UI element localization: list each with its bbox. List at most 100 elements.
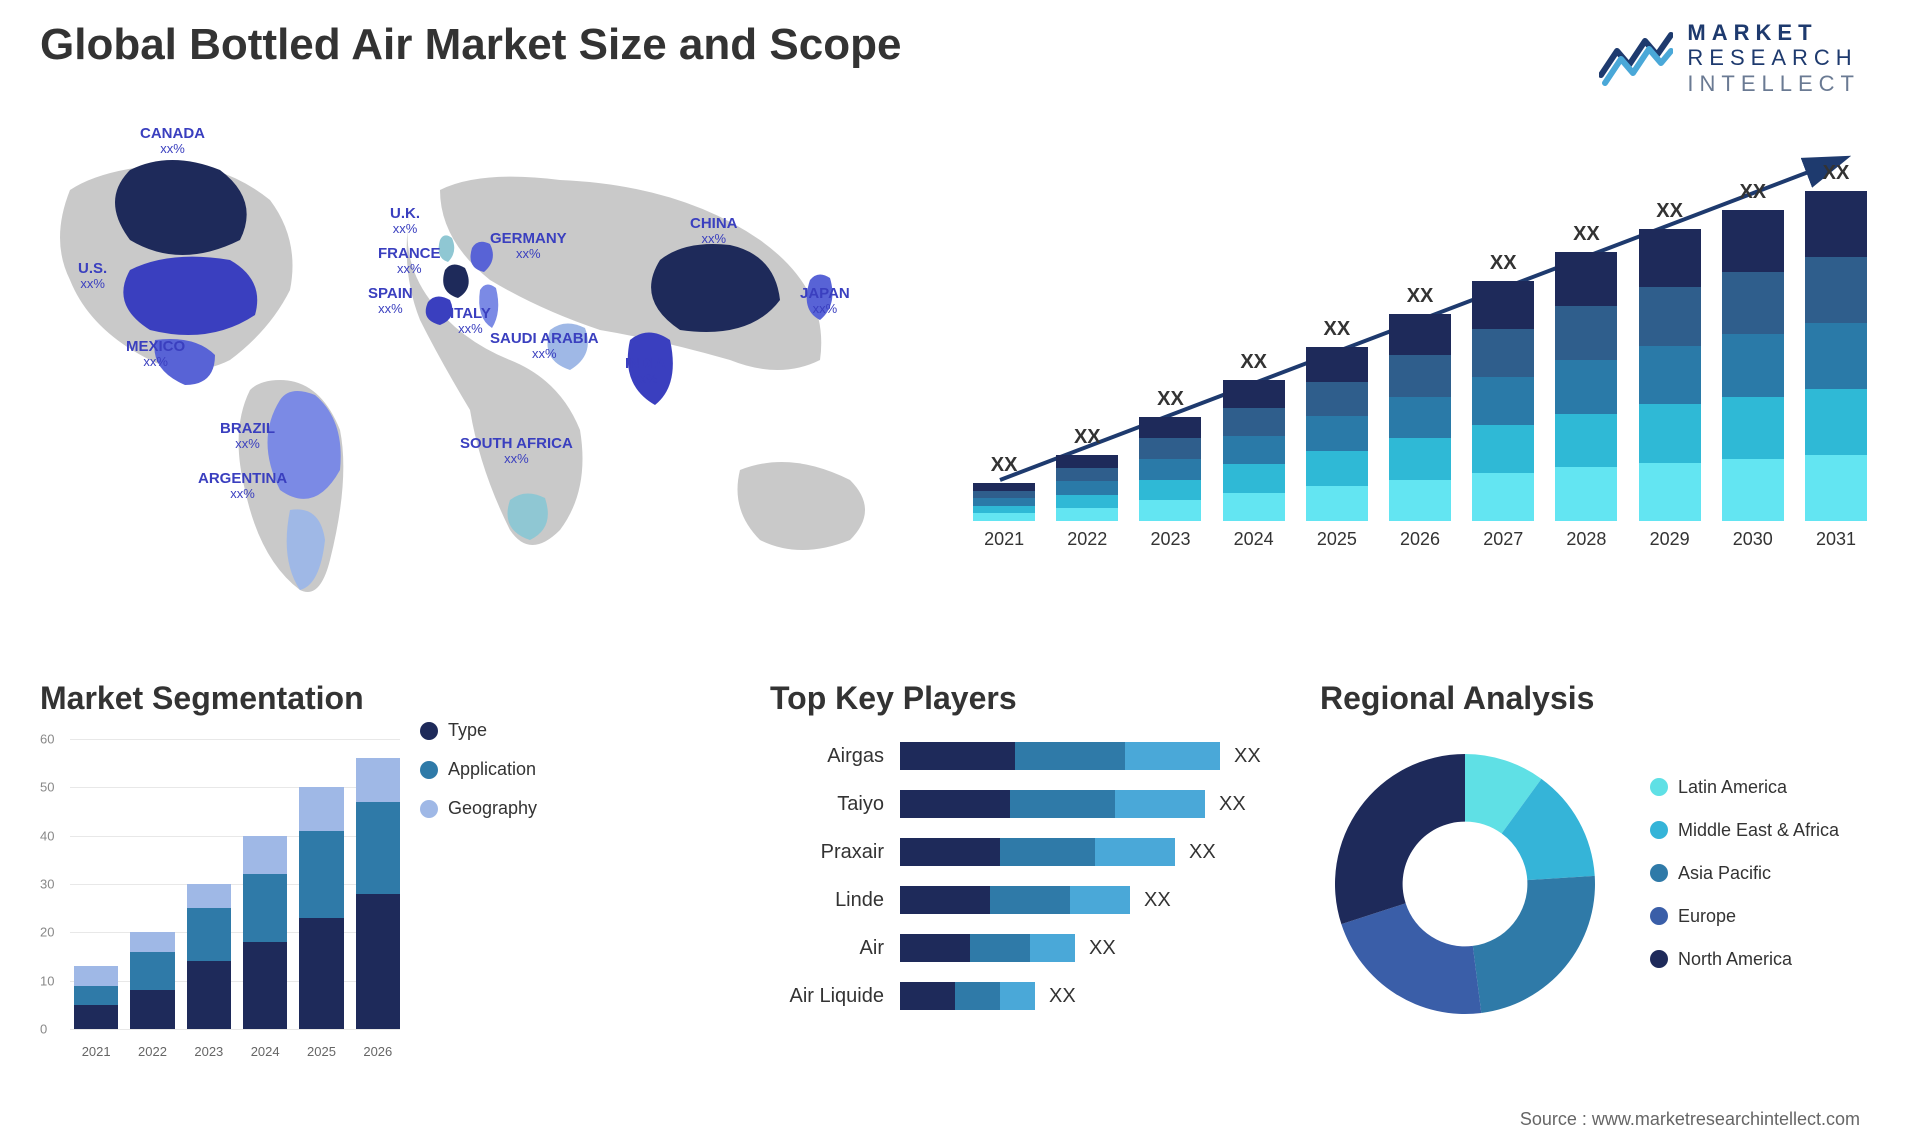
growth-segment xyxy=(1223,493,1285,521)
seg-segment xyxy=(74,966,118,985)
growth-value-label: XX xyxy=(1823,162,1850,185)
growth-segment xyxy=(1056,481,1118,494)
player-segment xyxy=(1000,838,1095,866)
seg-ytick: 50 xyxy=(40,780,54,795)
growth-segment xyxy=(1389,438,1451,479)
growth-bar-2028: XX2028 xyxy=(1552,223,1620,550)
growth-value-label: XX xyxy=(1656,200,1683,223)
growth-segment xyxy=(1139,480,1201,501)
growth-value-label: XX xyxy=(1573,223,1600,246)
player-bar xyxy=(900,838,1175,866)
map-country-canada xyxy=(115,160,247,255)
region-legend-asia-pacific: Asia Pacific xyxy=(1650,863,1839,884)
growth-segment xyxy=(1223,464,1285,492)
growth-segment xyxy=(1056,495,1118,508)
growth-segment xyxy=(1223,408,1285,436)
legend-label: Geography xyxy=(448,798,537,819)
growth-segment xyxy=(1639,404,1701,462)
growth-segment xyxy=(973,498,1035,506)
growth-value-label: XX xyxy=(1240,351,1267,374)
player-name: Air xyxy=(770,937,900,960)
map-label-india: INDIAxx% xyxy=(625,355,666,387)
seg-ytick: 10 xyxy=(40,973,54,988)
seg-xlabel: 2023 xyxy=(187,1044,231,1059)
segmentation-section: Market Segmentation 0102030405060 202120… xyxy=(40,680,560,1059)
growth-segment xyxy=(973,513,1035,521)
map-label-canada: CANADAxx% xyxy=(140,125,205,157)
player-bar xyxy=(900,886,1130,914)
player-bar xyxy=(900,934,1075,962)
map-label-germany: GERMANYxx% xyxy=(490,230,567,262)
growth-segment xyxy=(1472,473,1534,521)
map-label-japan: JAPANxx% xyxy=(800,285,850,317)
player-name: Airgas xyxy=(770,745,900,768)
growth-segment xyxy=(1805,389,1867,455)
region-legend-middle-east-africa: Middle East & Africa xyxy=(1650,820,1839,841)
player-row-taiyo: TaiyoXX xyxy=(770,787,1290,821)
growth-segment xyxy=(1639,346,1701,404)
growth-bar-2031: XX2031 xyxy=(1802,162,1870,550)
growth-segment xyxy=(973,483,1035,491)
player-segment xyxy=(900,742,1015,770)
growth-segment xyxy=(1722,272,1784,334)
growth-segment xyxy=(973,506,1035,514)
growth-segment xyxy=(1555,252,1617,306)
growth-segment xyxy=(1722,459,1784,521)
growth-value-label: XX xyxy=(991,454,1018,477)
region-legend-latin-america: Latin America xyxy=(1650,777,1839,798)
map-label-u-s-: U.S.xx% xyxy=(78,260,107,292)
player-name: Linde xyxy=(770,889,900,912)
seg-segment xyxy=(356,802,400,894)
growth-segment xyxy=(1389,397,1451,438)
growth-segment xyxy=(1056,468,1118,481)
legend-label: Application xyxy=(448,759,536,780)
map-label-mexico: MEXICOxx% xyxy=(126,338,185,370)
growth-segment xyxy=(1306,486,1368,521)
map-label-france: FRANCExx% xyxy=(378,245,441,277)
player-value: XX xyxy=(1089,937,1116,960)
source-attribution: Source : www.marketresearchintellect.com xyxy=(1520,1109,1860,1130)
player-value: XX xyxy=(1219,793,1246,816)
player-segment xyxy=(1095,838,1175,866)
player-row-praxair: PraxairXX xyxy=(770,835,1290,869)
player-row-linde: LindeXX xyxy=(770,883,1290,917)
growth-segment xyxy=(1139,438,1201,459)
growth-bar-2027: XX2027 xyxy=(1469,252,1537,550)
growth-segment xyxy=(1306,451,1368,486)
seg-segment xyxy=(130,990,174,1029)
growth-segment xyxy=(1555,414,1617,468)
growth-bar-2030: XX2030 xyxy=(1719,181,1787,550)
map-label-china: CHINAxx% xyxy=(690,215,738,247)
key-players-title: Top Key Players xyxy=(770,680,1290,717)
growth-segment xyxy=(1306,382,1368,417)
growth-segment xyxy=(1472,281,1534,329)
player-segment xyxy=(970,934,1030,962)
seg-ytick: 0 xyxy=(40,1022,47,1037)
seg-bar-2023 xyxy=(187,884,231,1029)
legend-label: Middle East & Africa xyxy=(1678,820,1839,841)
seg-bar-2022 xyxy=(130,932,174,1029)
logo-line2: RESEARCH xyxy=(1687,45,1860,70)
growth-segment xyxy=(1722,334,1784,396)
growth-segment xyxy=(1555,306,1617,360)
legend-dot-icon xyxy=(1650,778,1668,796)
growth-year-label: 2029 xyxy=(1650,529,1690,550)
growth-year-label: 2024 xyxy=(1234,529,1274,550)
growth-segment xyxy=(1639,229,1701,287)
legend-dot-icon xyxy=(1650,950,1668,968)
donut-slice-asia-pacific xyxy=(1473,876,1595,1013)
growth-segment xyxy=(1139,417,1201,438)
seg-segment xyxy=(299,787,343,831)
legend-dot-icon xyxy=(1650,821,1668,839)
seg-segment xyxy=(74,1005,118,1029)
player-segment xyxy=(955,982,1000,1010)
map-label-u-k-: U.K.xx% xyxy=(390,205,420,237)
growth-bar-2021: XX2021 xyxy=(970,454,1038,550)
seg-bar-2024 xyxy=(243,836,287,1029)
region-legend-north-america: North America xyxy=(1650,949,1839,970)
growth-segment xyxy=(1472,329,1534,377)
logo-line1: MARKET xyxy=(1687,20,1860,45)
player-segment xyxy=(1115,790,1205,818)
seg-segment xyxy=(74,986,118,1005)
growth-bar-2026: XX2026 xyxy=(1386,285,1454,550)
